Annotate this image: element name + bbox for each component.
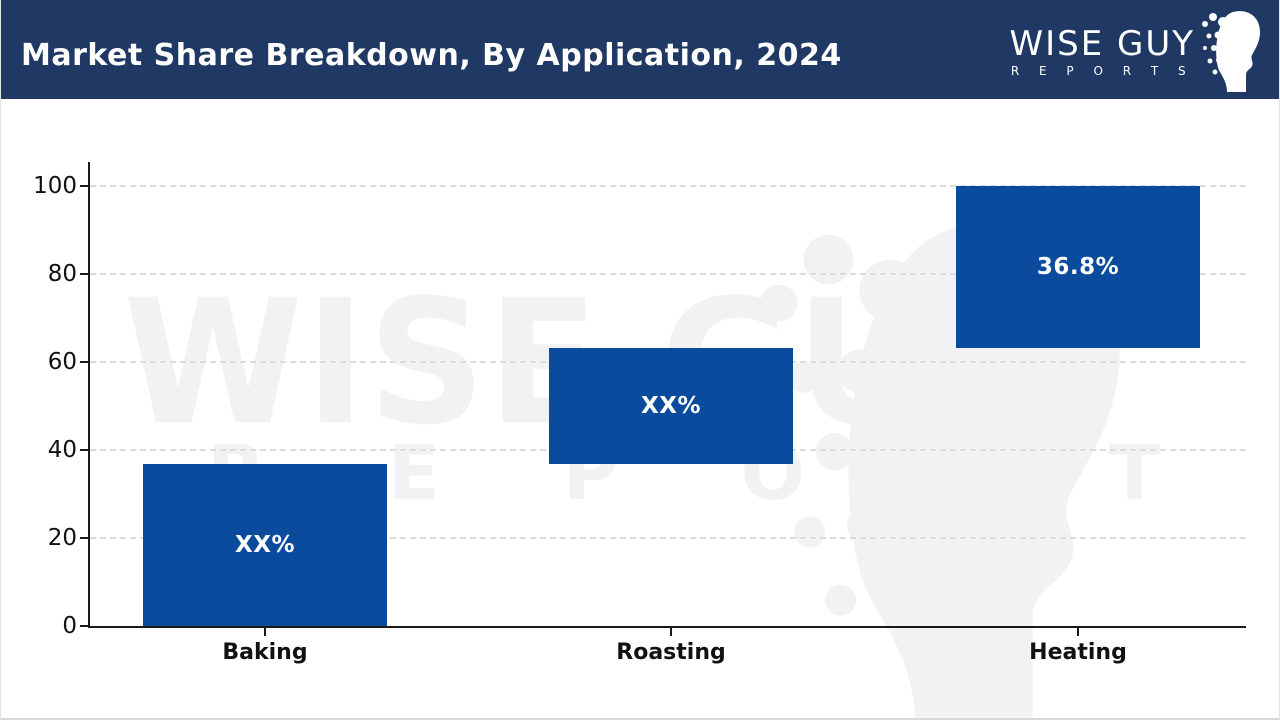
x-axis-label-baking: Baking [222, 640, 308, 665]
y-tick-label-20: 20 [47, 525, 77, 551]
header-bar: Market Share Breakdown, By Application, … [1, 0, 1279, 99]
bar-segment-heating: 36.8% [956, 186, 1200, 348]
brand-face-icon [1202, 11, 1261, 92]
y-tick-100 [80, 185, 88, 187]
bar-value-label-roasting: XX% [640, 392, 701, 419]
brand-subtitle: R E P O R T S [1010, 64, 1194, 78]
y-tick-60 [80, 361, 88, 363]
y-tick-0 [80, 625, 88, 627]
y-tick-label-60: 60 [47, 349, 77, 375]
y-tick-40 [80, 449, 88, 451]
brand-name: WISE GUY [1009, 24, 1195, 64]
x-axis-label-roasting: Roasting [616, 640, 726, 665]
bar-segment-roasting: XX% [549, 347, 793, 465]
gridline-80 [90, 273, 1246, 275]
x-tick-baking [264, 628, 266, 636]
brand-logo-text: WISE GUY R E P O R T S [1009, 26, 1195, 78]
gridline-100 [90, 185, 1246, 187]
y-tick-label-40: 40 [47, 437, 77, 463]
x-axis-label-heating: Heating [1029, 640, 1127, 665]
y-tick-20 [80, 537, 88, 539]
page-title: Market Share Breakdown, By Application, … [21, 38, 842, 73]
x-tick-heating [1077, 628, 1079, 636]
y-axis-spine [88, 162, 90, 628]
bar-value-label-heating: 36.8% [1036, 253, 1120, 280]
y-tick-label-0: 0 [62, 613, 77, 639]
brand-logo: WISE GUY R E P O R T S [1009, 6, 1267, 94]
bar-value-label-baking: XX% [234, 532, 295, 559]
gridline-20 [90, 537, 1246, 539]
x-axis-spine [88, 626, 1246, 628]
y-tick-80 [80, 273, 88, 275]
y-tick-label-100: 100 [33, 173, 77, 199]
x-tick-roasting [670, 628, 672, 636]
bar-segment-baking: XX% [143, 464, 387, 626]
y-tick-label-80: 80 [47, 261, 77, 287]
